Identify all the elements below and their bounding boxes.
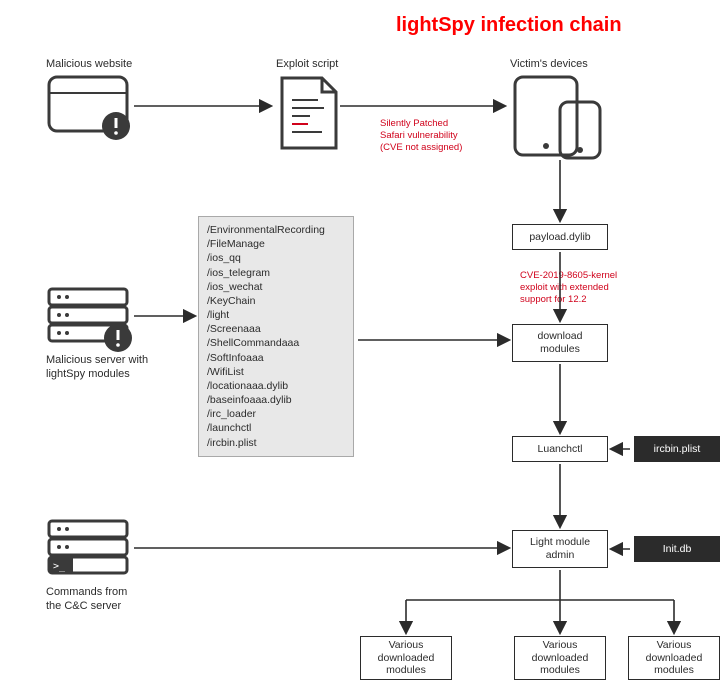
edges-canvas: [0, 0, 728, 700]
